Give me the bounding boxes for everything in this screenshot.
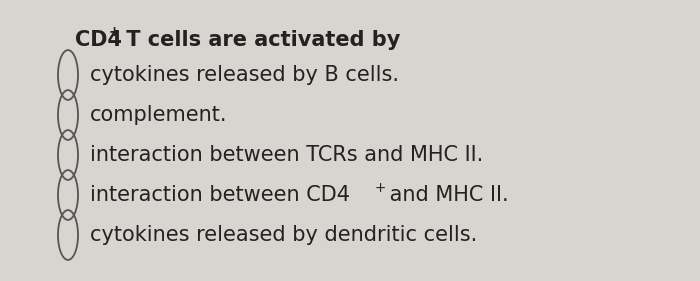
Text: complement.: complement. [90, 105, 228, 125]
Text: +: + [109, 25, 120, 39]
Text: cytokines released by B cells.: cytokines released by B cells. [90, 65, 399, 85]
Text: T cells are activated by: T cells are activated by [119, 30, 400, 50]
Text: interaction between CD4: interaction between CD4 [90, 185, 350, 205]
Text: +: + [375, 181, 386, 195]
Text: CD4: CD4 [75, 30, 122, 50]
Text: cytokines released by dendritic cells.: cytokines released by dendritic cells. [90, 225, 477, 245]
Text: and MHC II.: and MHC II. [383, 185, 509, 205]
Text: interaction between TCRs and MHC II.: interaction between TCRs and MHC II. [90, 145, 483, 165]
